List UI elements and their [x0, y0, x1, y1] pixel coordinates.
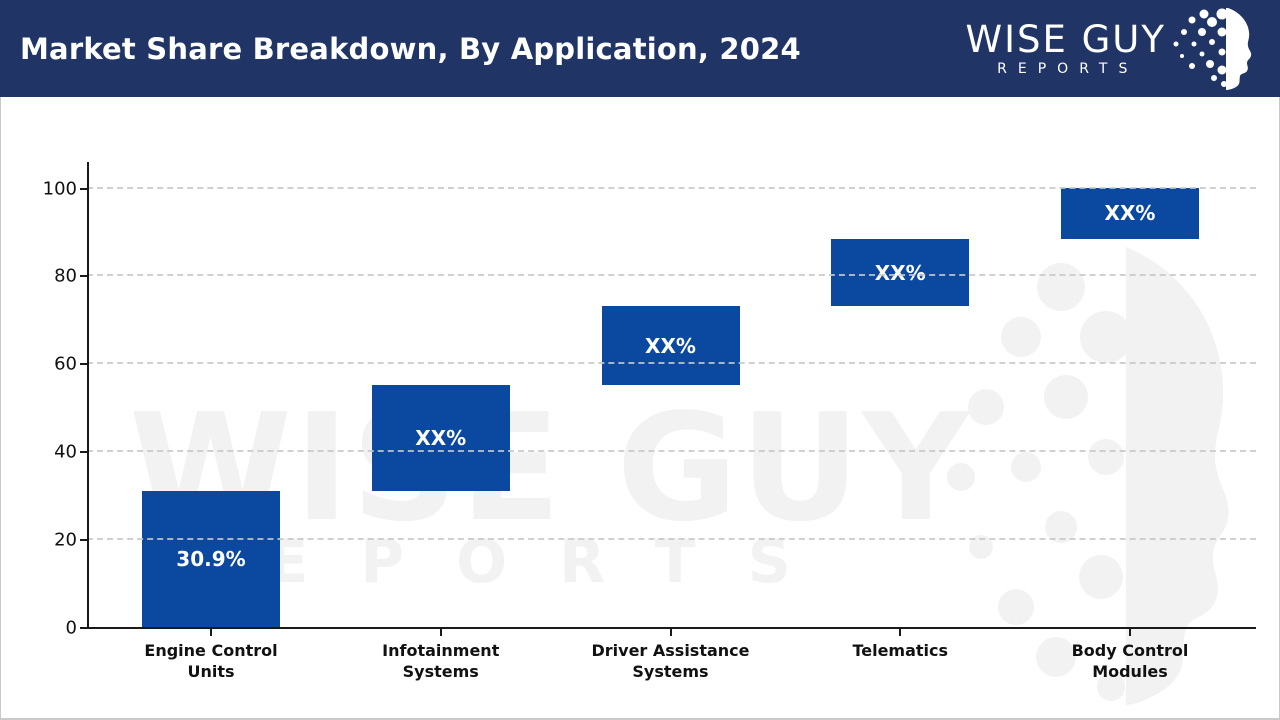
- x-category-line: Units: [187, 662, 235, 681]
- x-category-line: Driver Assistance: [591, 641, 750, 660]
- y-tick-mark: [80, 627, 87, 629]
- x-tick-mark: [439, 629, 442, 636]
- x-tick-mark: [669, 629, 672, 636]
- y-tick-mark: [80, 451, 87, 454]
- x-tick-mark: [1129, 629, 1131, 636]
- x-tick-mark: [210, 629, 212, 636]
- x-category-line: Modules: [1092, 662, 1168, 681]
- y-tick-label: 40: [54, 441, 77, 463]
- brand-logo: WISE GUY REPORTS: [966, 6, 1254, 92]
- x-category-label: Infotainment Systems: [326, 640, 556, 682]
- gridline: [87, 538, 1256, 541]
- brand-name: WISE GUY: [965, 17, 1166, 61]
- y-tick-mark: [80, 363, 87, 366]
- header-band: Market Share Breakdown, By Application, …: [0, 0, 1280, 97]
- bar-value-label: 30.9%: [176, 547, 246, 572]
- y-tick-mark: [80, 187, 87, 190]
- watermark-face-icon: [947, 247, 1229, 705]
- y-axis-line: [87, 162, 89, 629]
- x-category-line: Infotainment: [382, 641, 500, 660]
- y-tick-mark: [80, 539, 87, 542]
- x-category-label: Driver Assistance Systems: [556, 640, 786, 682]
- x-category-line: Systems: [632, 662, 709, 681]
- y-tick-label: 80: [54, 265, 77, 287]
- x-category-line: Body Control: [1071, 641, 1189, 660]
- bar: XX%: [1061, 187, 1199, 239]
- bar: XX%: [371, 385, 510, 492]
- x-category-line: Telematics: [852, 641, 949, 660]
- bar: XX%: [831, 238, 970, 307]
- x-axis-line: [87, 627, 1256, 629]
- x-category-label: Body Control Modules: [1015, 640, 1245, 682]
- x-category-label: Telematics: [785, 640, 1015, 661]
- y-tick-mark: [80, 275, 87, 278]
- bar: XX%: [601, 306, 740, 386]
- chart-title: Market Share Breakdown, By Application, …: [20, 31, 801, 66]
- x-tick-mark: [899, 629, 902, 636]
- gridline: [87, 274, 1256, 277]
- y-tick-label: 100: [42, 178, 77, 199]
- y-tick-label: 60: [54, 353, 77, 375]
- gridline: [87, 186, 1256, 189]
- brand-subname: REPORTS: [997, 60, 1139, 77]
- bar: 30.9%: [142, 491, 280, 627]
- brand-logo-text: WISE GUY REPORTS: [965, 17, 1166, 77]
- x-category-line: Systems: [402, 662, 479, 681]
- bar-value-label: XX%: [1104, 201, 1156, 226]
- bar-value-label: XX%: [645, 333, 696, 358]
- bar-value-label: XX%: [874, 260, 926, 285]
- logo-face-icon: [1173, 7, 1252, 90]
- y-tick-label: 20: [54, 529, 77, 551]
- y-tick-label: 0: [65, 617, 77, 639]
- x-category-label: Engine Control Units: [96, 640, 326, 682]
- bar-value-label: XX%: [415, 426, 467, 451]
- x-category-line: Engine Control: [144, 641, 278, 660]
- gridline: [87, 450, 1256, 453]
- gridline: [87, 362, 1256, 365]
